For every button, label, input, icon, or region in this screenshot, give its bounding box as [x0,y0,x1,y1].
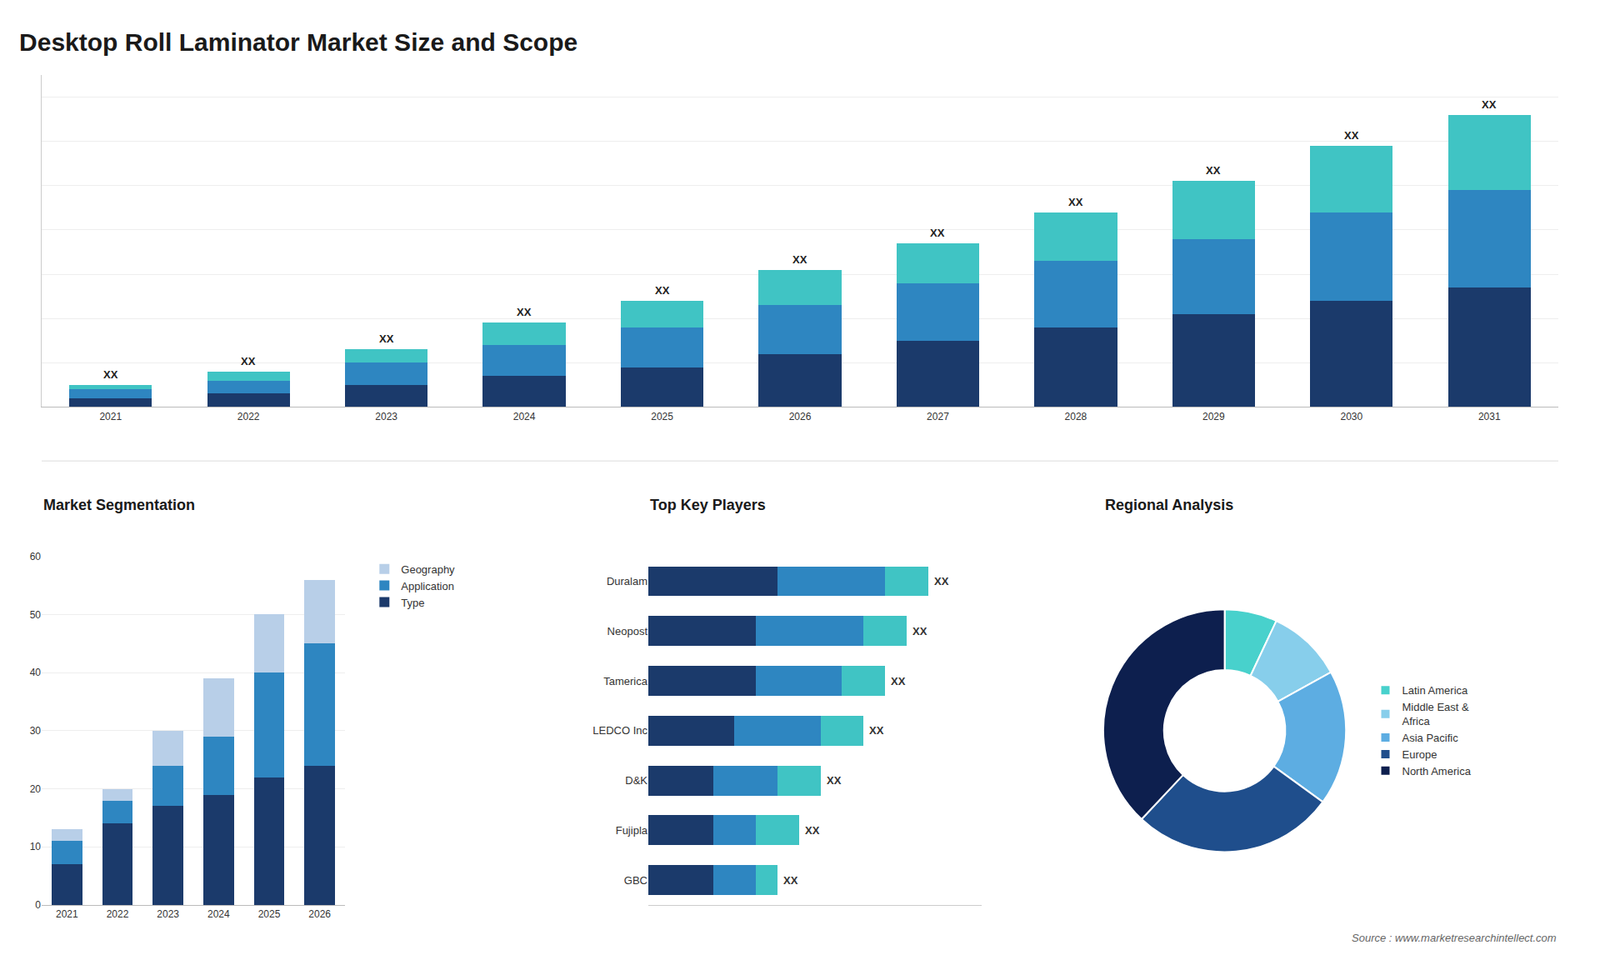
svg-text:XX: XX [379,332,395,345]
svg-text:2027: 2027 [926,410,950,423]
svg-text:Latin America: Latin America [1402,684,1470,697]
svg-text:2025: 2025 [650,410,674,423]
svg-text:Asia Pacific: Asia Pacific [1402,731,1460,745]
svg-text:XX: XX [890,675,906,688]
svg-text:XX: XX [1205,164,1221,177]
svg-text:XX: XX [912,625,928,638]
svg-text:Application: Application [400,580,455,593]
svg-text:2024: 2024 [513,410,536,423]
svg-text:D&K: D&K [625,774,648,787]
svg-text:Type: Type [400,596,425,610]
svg-text:2022: 2022 [106,908,130,920]
svg-text:2029: 2029 [1202,410,1225,423]
svg-text:2026: 2026 [308,908,331,920]
svg-text:XX: XX [869,724,885,737]
svg-text:2021: 2021 [55,908,79,920]
svg-text:Source : www.marketresearchint: Source : www.marketresearchintellect.com [1351,931,1557,945]
svg-text:2021: 2021 [99,410,122,423]
svg-text:2024: 2024 [207,908,230,920]
svg-text:XX: XX [934,575,950,588]
svg-text:Fujipla: Fujipla [615,824,649,837]
svg-text:2023: 2023 [156,908,180,920]
svg-text:XX: XX [826,774,842,787]
svg-text:20: 20 [30,783,42,795]
svg-text:XX: XX [792,253,808,266]
svg-text:XX: XX [516,305,532,319]
svg-text:0: 0 [35,899,41,911]
svg-text:North America: North America [1402,765,1472,778]
svg-text:Neopost: Neopost [607,625,649,638]
svg-text:XX: XX [240,355,256,368]
svg-text:GBC: GBC [624,874,648,887]
svg-text:10: 10 [30,840,42,853]
svg-text:XX: XX [1344,129,1360,142]
svg-text:LEDCO Inc: LEDCO Inc [592,724,648,737]
svg-text:40: 40 [30,666,42,679]
svg-text:2031: 2031 [1478,410,1501,423]
svg-text:XX: XX [1068,195,1084,209]
svg-text:Top Key Players: Top Key Players [650,496,766,514]
svg-text:XX: XX [930,226,945,240]
svg-text:Duralam: Duralam [606,575,648,588]
svg-text:2028: 2028 [1065,410,1088,423]
svg-text:Europe: Europe [1402,748,1438,761]
svg-text:Geography: Geography [400,563,455,576]
svg-text:Regional Analysis: Regional Analysis [1105,496,1234,514]
svg-text:2026: 2026 [789,410,812,423]
svg-text:XX: XX [655,284,670,297]
svg-text:Middle East &Africa: Middle East &Africa [1402,700,1470,728]
svg-text:Desktop Roll Laminator Market: Desktop Roll Laminator Market Size and S… [19,28,578,56]
svg-text:Tamerica: Tamerica [603,675,649,688]
svg-text:XX: XX [103,368,119,381]
svg-text:60: 60 [30,550,42,563]
svg-text:Market Segmentation: Market Segmentation [43,496,195,514]
svg-text:2022: 2022 [237,410,260,423]
svg-text:XX: XX [805,824,820,837]
svg-text:50: 50 [30,609,42,621]
svg-text:XX: XX [783,874,799,887]
svg-text:2023: 2023 [375,410,398,423]
svg-text:2025: 2025 [258,908,281,920]
svg-text:XX: XX [1481,98,1497,111]
svg-text:30: 30 [30,725,42,737]
svg-text:2030: 2030 [1340,410,1363,423]
